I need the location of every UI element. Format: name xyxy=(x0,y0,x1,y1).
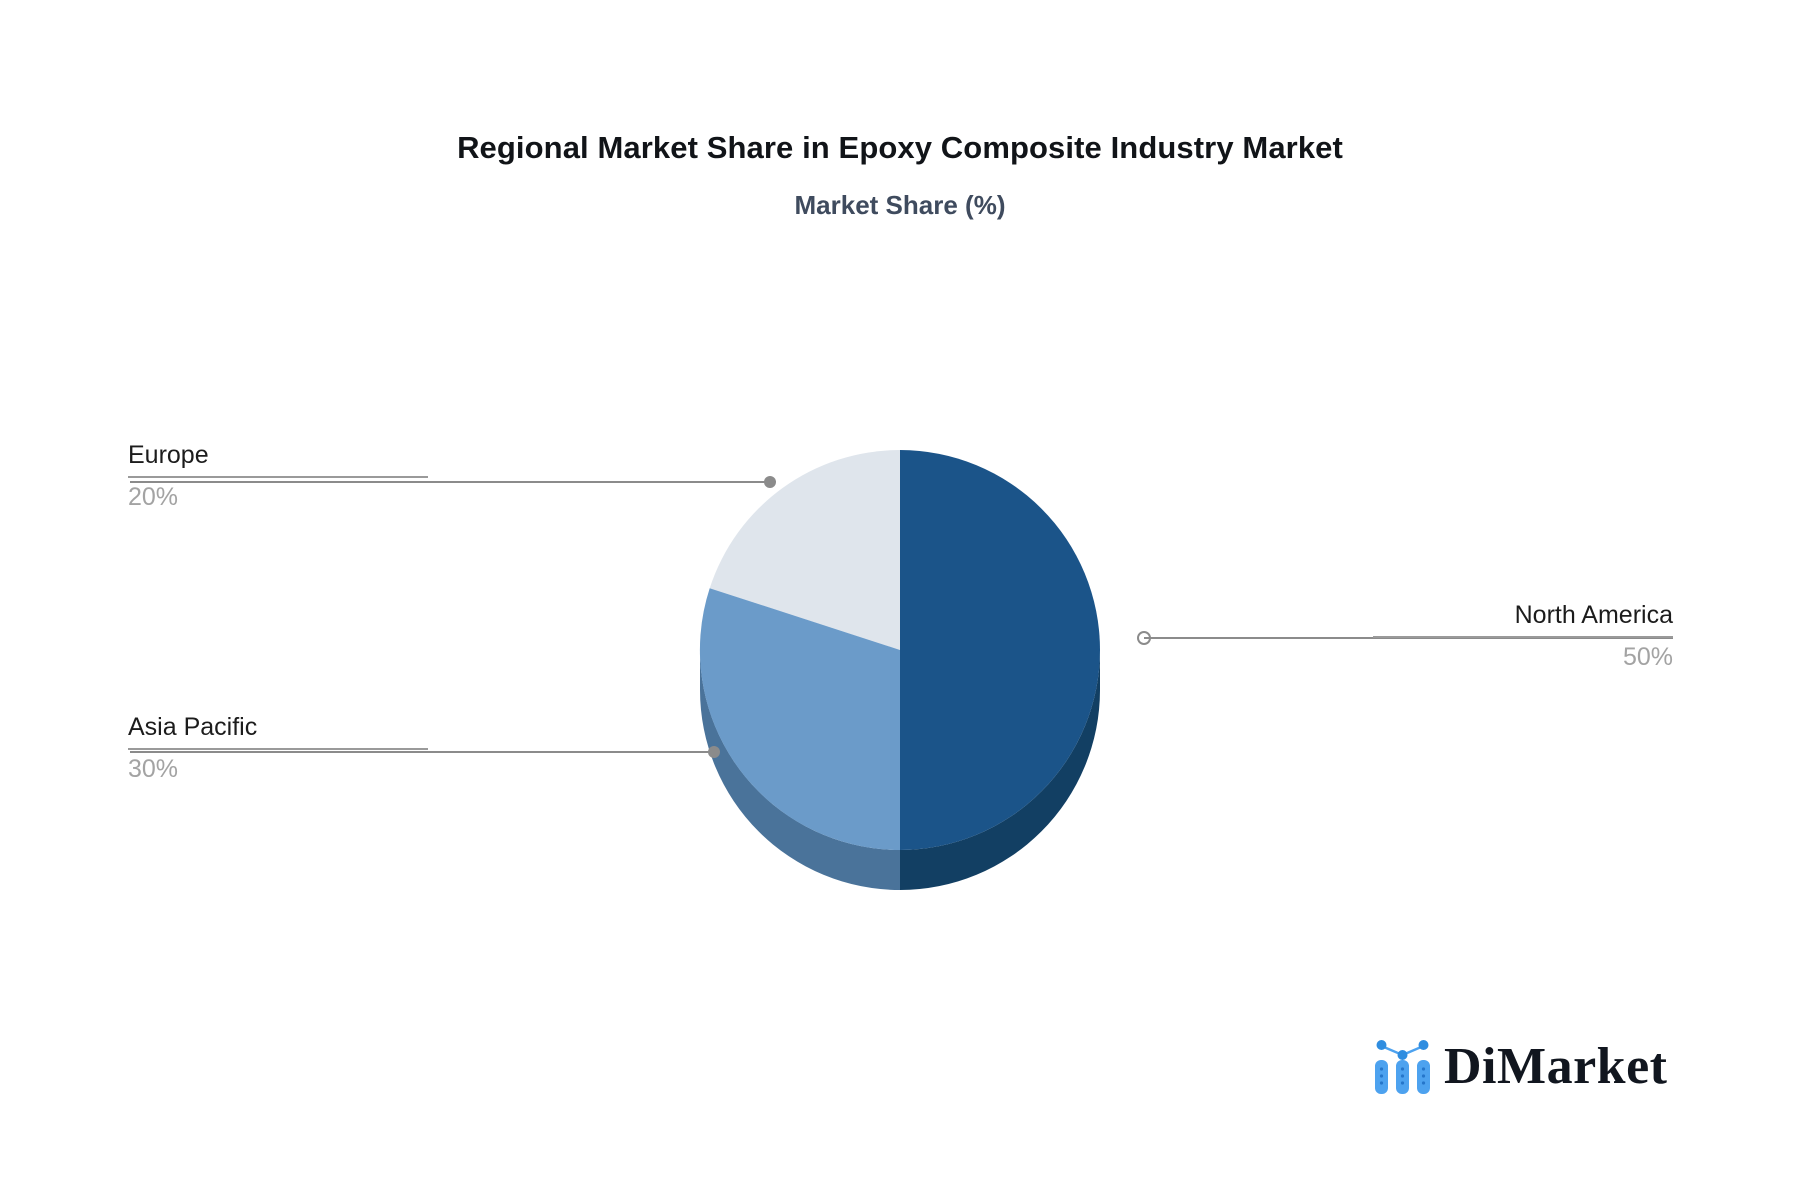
callout-asia-pacific-value: 30% xyxy=(128,755,179,783)
callout-asia-pacific-rule xyxy=(128,748,428,750)
brand-logo-text: DiMarket xyxy=(1444,1038,1668,1095)
chart-subtitle: Market Share (%) xyxy=(794,190,1006,220)
bar-chart-icon xyxy=(1375,1040,1430,1094)
callout-europe[interactable]: Europe 20% xyxy=(128,440,428,512)
callout-asia-pacific[interactable]: Asia Pacific 30% xyxy=(128,712,428,784)
chart-title: Regional Market Share in Epoxy Composite… xyxy=(457,130,1343,165)
pie-slice-europe[interactable] xyxy=(709,450,900,650)
callout-north-america-value: 50% xyxy=(1622,643,1673,671)
callout-north-america-label: North America xyxy=(1514,601,1673,629)
callout-europe-value: 20% xyxy=(128,483,179,511)
pie-slice-north-america[interactable] xyxy=(900,450,1100,850)
callout-north-america[interactable]: North America 50% xyxy=(1373,600,1673,672)
pie-chart xyxy=(600,360,1230,920)
brand-logo[interactable]: DiMarket xyxy=(1372,1038,1667,1096)
pie-slice-asia-pacific[interactable] xyxy=(699,588,900,851)
callout-europe-rule xyxy=(128,476,428,478)
callout-north-america-rule xyxy=(1373,636,1673,638)
pie-chart-svg xyxy=(699,450,1100,890)
callout-asia-pacific-label: Asia Pacific xyxy=(128,713,258,741)
callout-europe-label: Europe xyxy=(128,441,209,469)
